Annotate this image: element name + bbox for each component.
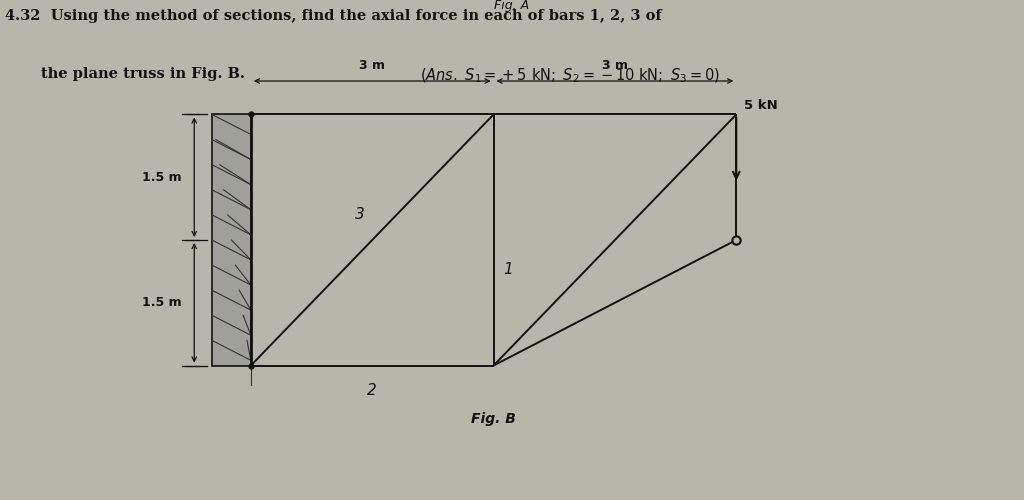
Text: 2: 2 [368, 383, 377, 398]
Text: 3: 3 [355, 208, 365, 222]
Bar [212, 114, 251, 366]
Text: 5 kN: 5 kN [744, 99, 778, 112]
Text: $(Ans.\ S_1 = +5\ \mathrm{kN};\ S_2 = -10\ \mathrm{kN};\ S_3 = 0)$: $(Ans.\ S_1 = +5\ \mathrm{kN};\ S_2 = -1… [420, 66, 720, 85]
Text: 4.32  Using the method of sections, find the axial force in each of bars 1, 2, 3: 4.32 Using the method of sections, find … [5, 10, 662, 24]
Text: 1.5 m: 1.5 m [142, 170, 182, 183]
Text: 1.5 m: 1.5 m [142, 296, 182, 310]
Text: 3 m: 3 m [359, 59, 385, 72]
Text: Fig. A: Fig. A [495, 0, 529, 12]
Text: the plane truss in Fig. B.: the plane truss in Fig. B. [5, 66, 245, 80]
Text: 3 m: 3 m [602, 59, 628, 72]
Text: Fig. B: Fig. B [471, 412, 516, 426]
Text: 1: 1 [503, 262, 513, 277]
